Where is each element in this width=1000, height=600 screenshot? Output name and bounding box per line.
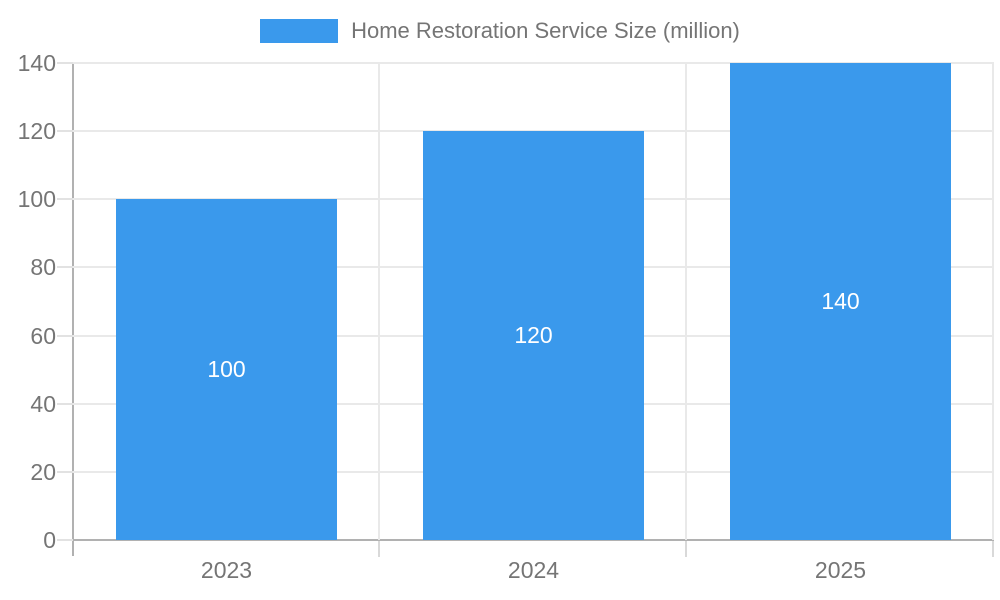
plot-area: 100 120 140 bbox=[73, 62, 994, 540]
y-axis-label: 0 bbox=[43, 527, 56, 553]
y-axis-label: 40 bbox=[30, 390, 56, 417]
h-gridline bbox=[73, 62, 994, 64]
y-axis-label: 20 bbox=[30, 458, 56, 485]
y-axis-label: 60 bbox=[30, 322, 56, 349]
x-axis-tick bbox=[992, 541, 994, 557]
y-axis-tick bbox=[57, 470, 73, 473]
y-axis-tick bbox=[57, 334, 73, 337]
bar-value-label: 140 bbox=[821, 288, 860, 314]
y-axis-tick bbox=[57, 266, 73, 269]
legend-swatch bbox=[260, 19, 339, 43]
x-axis-line bbox=[73, 539, 994, 541]
bar-2023[interactable]: 100 bbox=[116, 199, 337, 540]
x-axis-label: 2025 bbox=[814, 557, 867, 583]
y-axis-label: 100 bbox=[17, 186, 56, 213]
bar-2024[interactable]: 120 bbox=[423, 131, 644, 540]
bar-value-label: 100 bbox=[207, 356, 246, 382]
y-axis-line bbox=[72, 63, 74, 556]
x-axis-tick bbox=[685, 541, 687, 557]
y-axis-label: 80 bbox=[30, 254, 56, 281]
x-axis-tick bbox=[378, 541, 380, 557]
v-gridline bbox=[378, 63, 380, 540]
v-gridline bbox=[685, 63, 687, 540]
bar-2025[interactable]: 140 bbox=[730, 63, 951, 540]
v-gridline bbox=[992, 63, 994, 540]
y-axis-label: 140 bbox=[17, 50, 56, 76]
y-axis-tick bbox=[57, 198, 73, 201]
y-axis-tick bbox=[57, 402, 73, 405]
legend[interactable]: Home Restoration Service Size (million) bbox=[0, 18, 1000, 44]
y-axis-tick bbox=[57, 130, 73, 133]
x-axis-label: 2023 bbox=[200, 557, 253, 583]
y-axis-label: 120 bbox=[17, 118, 56, 145]
y-axis-tick bbox=[57, 539, 73, 541]
y-axis-tick bbox=[57, 62, 73, 64]
legend-label: Home Restoration Service Size (million) bbox=[351, 18, 740, 43]
x-axis-label: 2024 bbox=[507, 557, 560, 583]
bar-value-label: 120 bbox=[514, 322, 553, 348]
